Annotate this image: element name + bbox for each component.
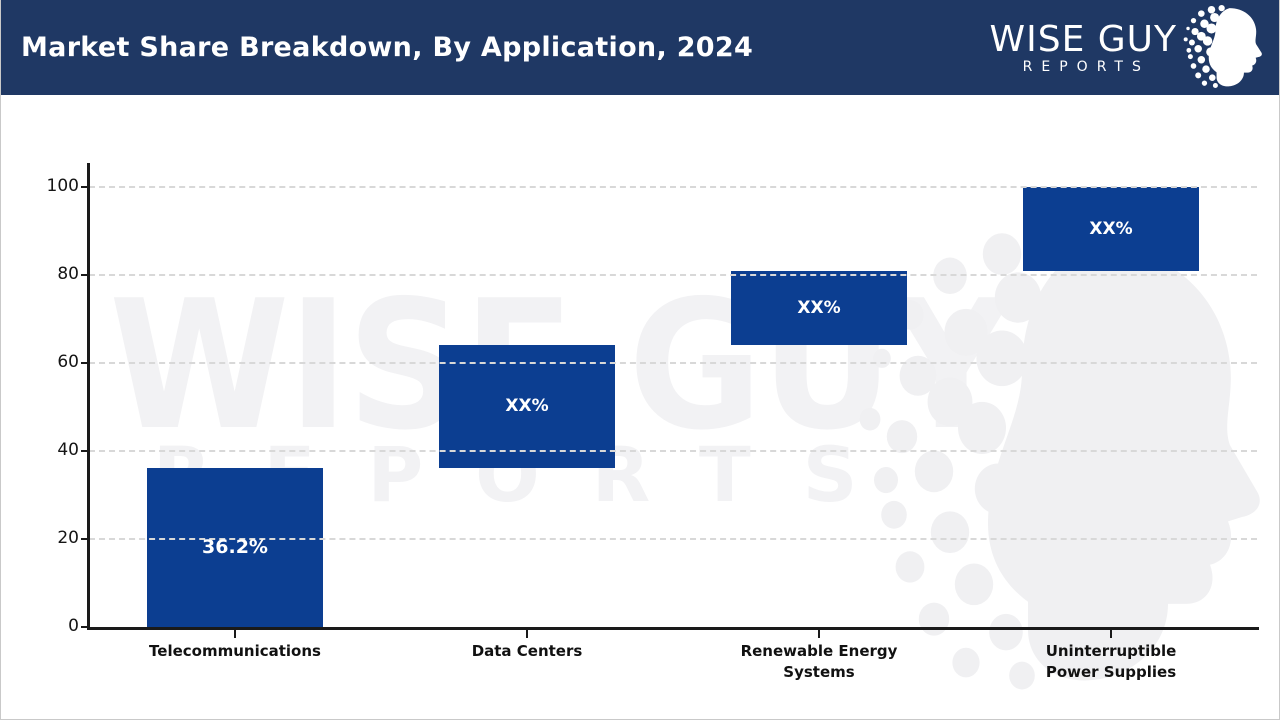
bar-value-label-2: XX% [797, 298, 841, 318]
x-tick-mark-0 [234, 630, 236, 638]
bar-0 [147, 467, 323, 627]
gridline-100 [89, 186, 1257, 188]
y-tick-mark-100 [81, 186, 89, 188]
x-tick-mark-3 [1110, 630, 1112, 638]
category-label-0: Telecommunications [149, 642, 321, 660]
y-tick-mark-60 [81, 362, 89, 364]
y-tick-label-0: 0 [68, 616, 79, 636]
bar-2 [731, 271, 907, 345]
category-label-1: Data Centers [471, 642, 583, 660]
y-tick-label-40: 40 [57, 440, 79, 460]
category-label-3: Uninterruptible Power Supplies [1045, 642, 1177, 681]
x-axis-line [87, 627, 1259, 630]
y-tick-mark-0 [81, 626, 89, 628]
y-tick-label-80: 80 [57, 264, 79, 284]
bar-1 [439, 344, 615, 468]
bar-value-label-1: XX% [505, 396, 549, 417]
gridline-40 [89, 450, 1257, 452]
gridline-60 [89, 362, 1257, 364]
y-tick-label-100: 100 [46, 176, 79, 196]
y-tick-mark-80 [81, 274, 89, 276]
bar-value-label-3: XX% [1089, 219, 1133, 240]
dotted-head-icon [1181, 5, 1267, 91]
header-band: Market Share Breakdown, By Application, … [1, 0, 1280, 95]
bar-value-label-0: 36.2% [202, 536, 268, 559]
x-tick-mark-2 [818, 630, 820, 638]
y-tick-mark-20 [81, 538, 89, 540]
x-tick-mark-1 [526, 630, 528, 638]
y-tick-label-20: 20 [57, 528, 79, 548]
brand-logo: WISE GUY REPORTS [990, 5, 1280, 91]
bar-3 [1023, 187, 1199, 272]
brand-logo-text: WISE GUY REPORTS [989, 18, 1178, 75]
logo-brand-label: WISE GUY [989, 18, 1177, 60]
gridline-20 [89, 538, 1257, 540]
gridline-80 [89, 274, 1257, 276]
y-tick-label-60: 60 [57, 352, 79, 372]
category-label-2: Renewable Energy Systems [740, 642, 898, 681]
y-tick-mark-40 [81, 450, 89, 452]
watermark-head-graphic [846, 228, 1280, 706]
y-axis-line [87, 163, 90, 630]
logo-reports-label: REPORTS [1022, 58, 1150, 75]
chart-title: Market Share Breakdown, By Application, … [21, 32, 754, 63]
